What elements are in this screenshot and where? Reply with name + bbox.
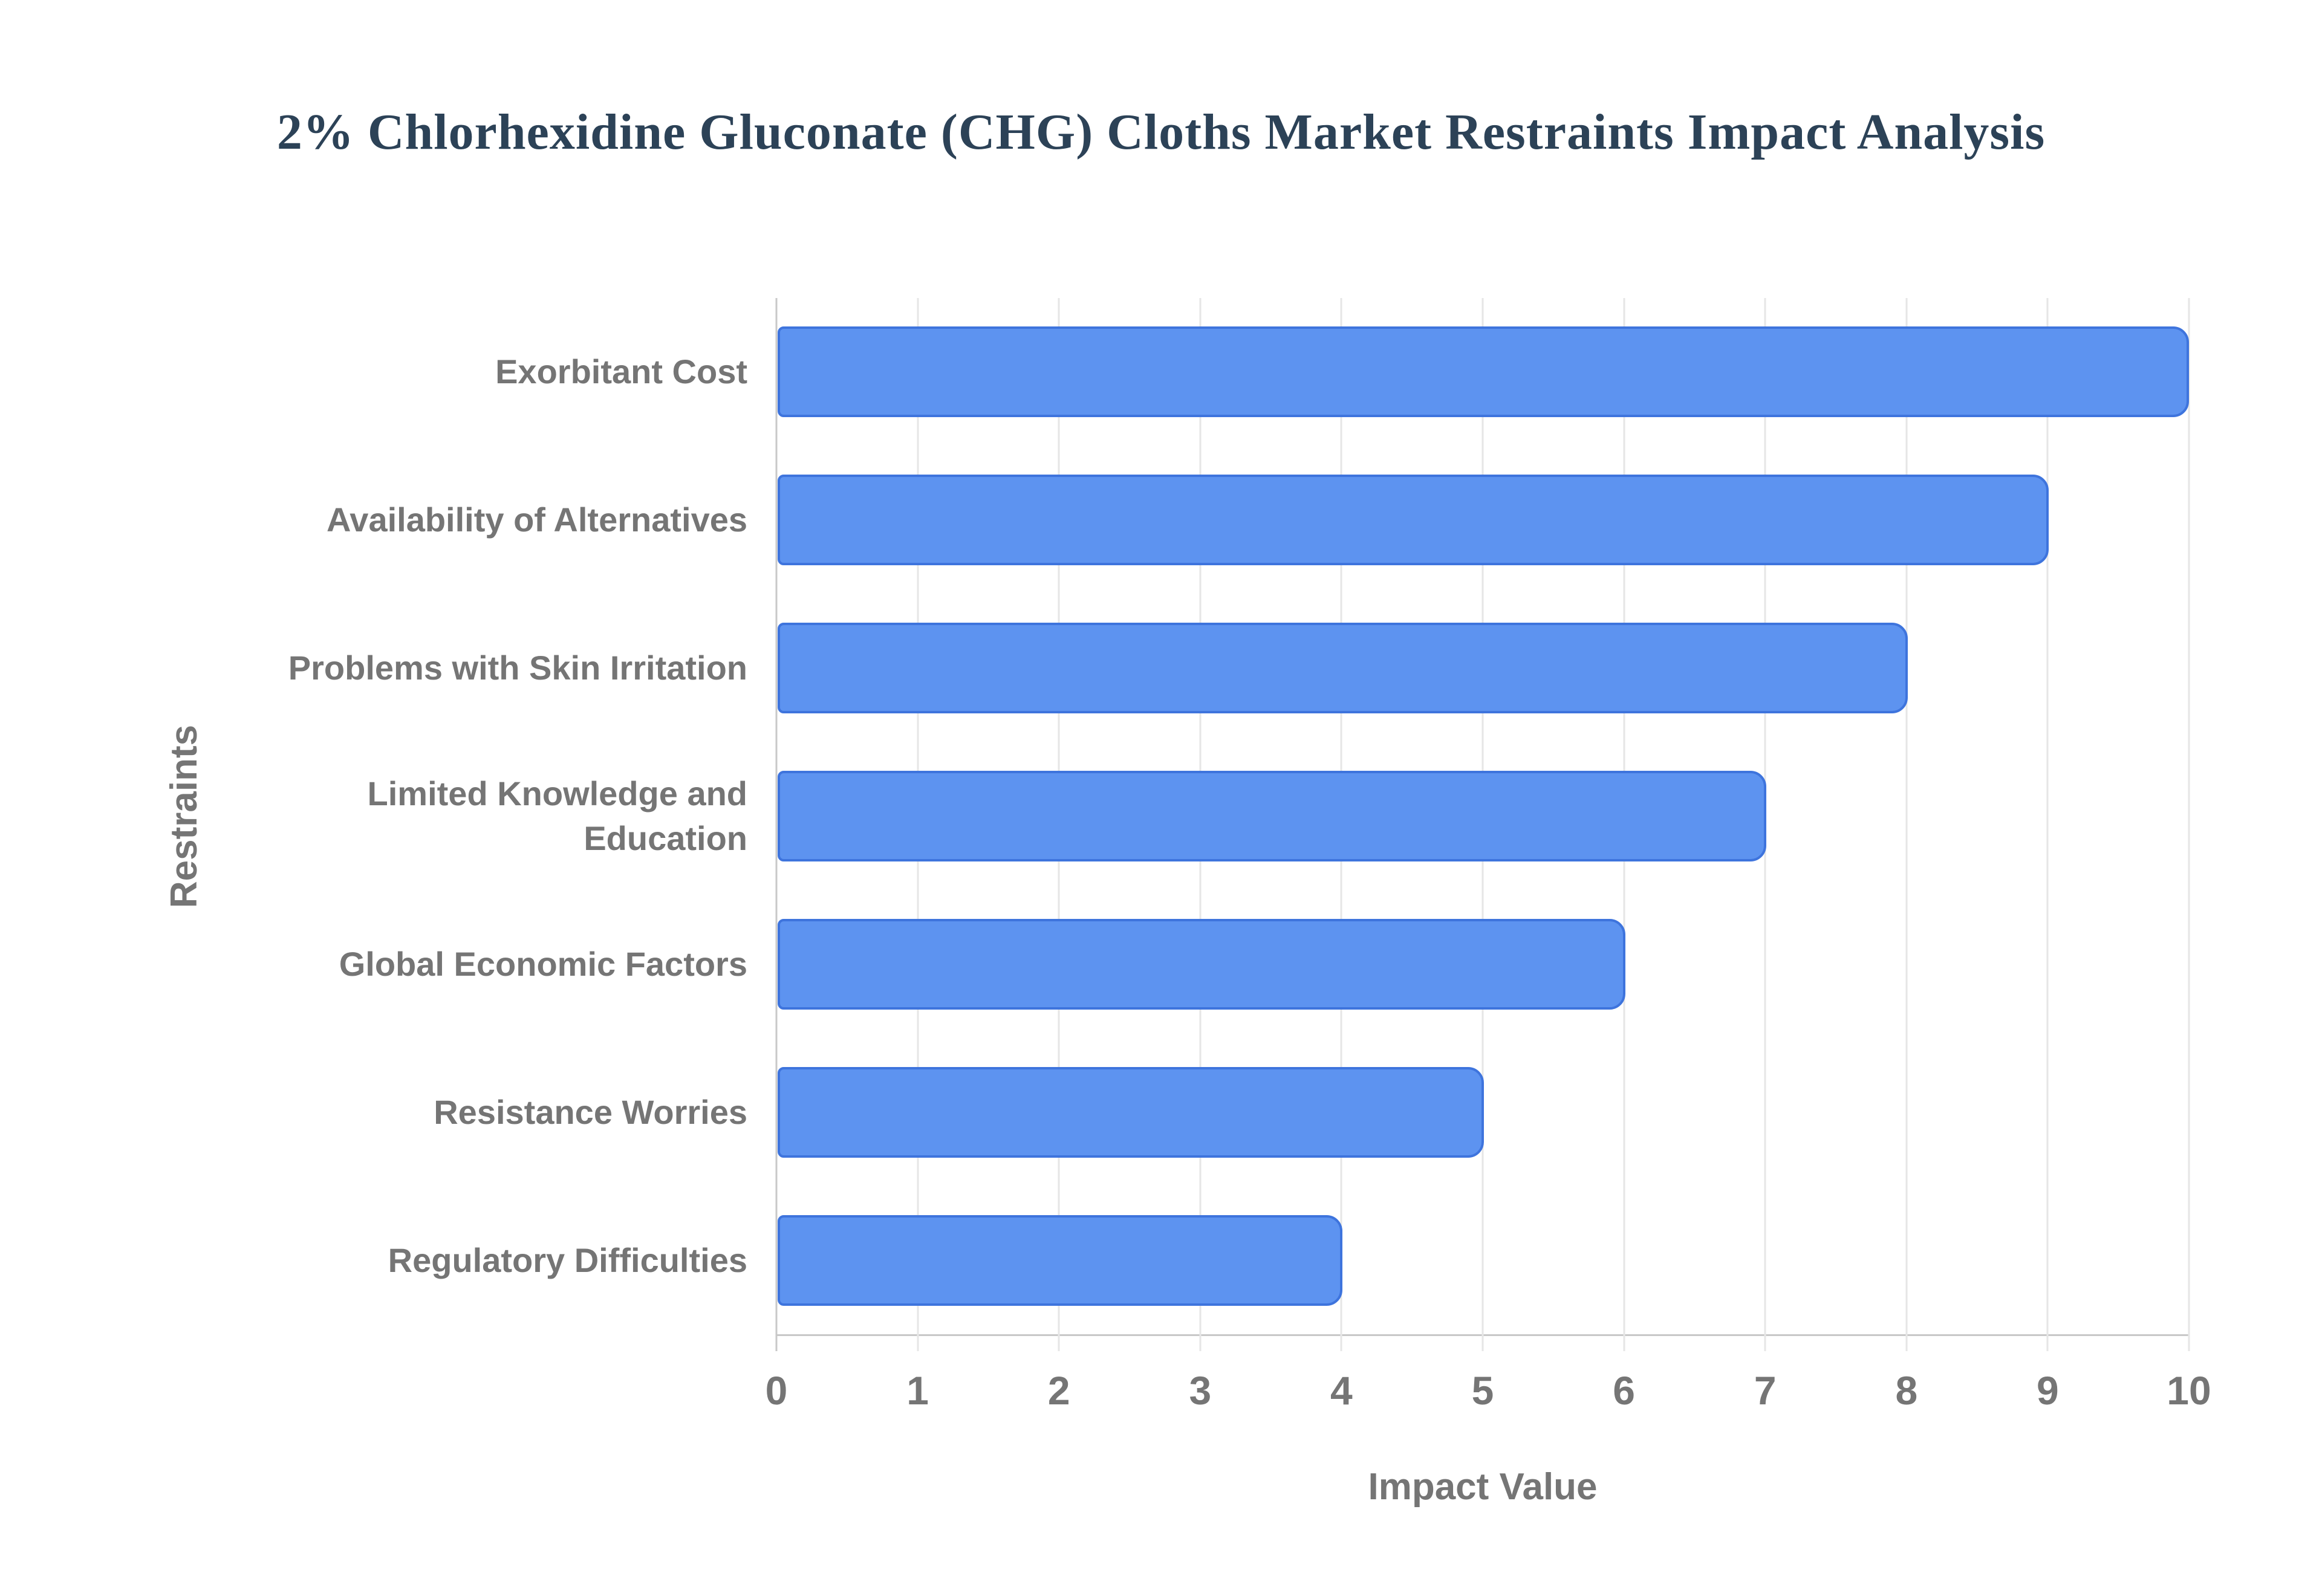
- category-label-row: Regulatory Difficulties: [0, 1186, 747, 1334]
- x-tick-label: 9: [2037, 1368, 2059, 1413]
- x-tick-label: 0: [765, 1368, 788, 1413]
- category-label-row: Problems with Skin Irritation: [0, 594, 747, 742]
- bar-row: [776, 298, 2189, 446]
- bar[interactable]: [778, 326, 2189, 418]
- bar[interactable]: [778, 1215, 1343, 1306]
- category-label: Exorbitant Cost: [495, 352, 747, 391]
- bar[interactable]: [778, 1066, 1484, 1158]
- x-axis-ticks: 0 1 2 3 4 5 6 7 8 9 10: [766, 1367, 2211, 1422]
- x-tick-label: 4: [1330, 1368, 1353, 1413]
- bar-series: [776, 298, 2189, 1334]
- bar-row: [776, 890, 2189, 1038]
- category-label: Limited Knowledge and Education: [367, 774, 747, 857]
- y-axis-labels: Exorbitant Cost Availability of Alternati…: [0, 298, 747, 1334]
- chart-title: 2% Chlorhexidine Gluconate (CHG) Cloths …: [276, 104, 2046, 160]
- x-axis-title: Impact Value: [1368, 1466, 1598, 1508]
- category-label: Regulatory Difficulties: [388, 1241, 747, 1279]
- category-label: Global Economic Factors: [339, 944, 747, 983]
- bar[interactable]: [778, 771, 1767, 861]
- x-tick-label: 8: [1895, 1368, 1918, 1413]
- bar-row: [776, 1186, 2189, 1334]
- x-tick-label: 5: [1471, 1368, 1494, 1413]
- bar[interactable]: [778, 623, 1908, 714]
- category-label: Availability of Alternatives: [326, 501, 747, 539]
- bar[interactable]: [778, 918, 1625, 1010]
- bar-row: [776, 742, 2189, 890]
- gridline: [2046, 298, 2049, 1351]
- bar-row: [776, 594, 2189, 742]
- category-label-row: Availability of Alternatives: [0, 446, 747, 594]
- category-label: Resistance Worries: [434, 1092, 747, 1131]
- category-label-row: Limited Knowledge and Education: [0, 742, 747, 890]
- bar-row: [776, 446, 2189, 594]
- x-tick-label: 7: [1754, 1368, 1777, 1413]
- bar-row: [776, 1038, 2189, 1186]
- category-label-row: Resistance Worries: [0, 1038, 747, 1186]
- x-tick-label: 6: [1613, 1368, 1635, 1413]
- x-tick-label: 1: [906, 1368, 929, 1413]
- category-label: Problems with Skin Irritation: [288, 649, 747, 687]
- x-tick-label: 2: [1047, 1368, 1070, 1413]
- y-axis-line: [775, 298, 778, 1351]
- gridline: [2188, 298, 2190, 1351]
- gridline: [1905, 298, 1908, 1351]
- category-label-row: Exorbitant Cost: [0, 298, 747, 446]
- category-label-row: Global Economic Factors: [0, 890, 747, 1038]
- x-tick-label: 10: [2167, 1368, 2211, 1413]
- plot-area: [775, 298, 2190, 1351]
- bar[interactable]: [778, 475, 2049, 566]
- x-tick-label: 3: [1189, 1368, 1212, 1413]
